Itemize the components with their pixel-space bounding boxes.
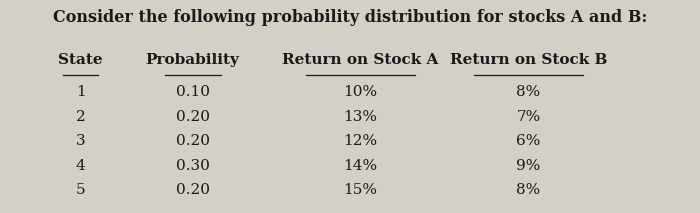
Text: Return on Stock A: Return on Stock A [282,53,439,67]
Text: Probability: Probability [146,53,239,67]
Text: 4: 4 [76,159,85,173]
Text: 6%: 6% [517,134,540,148]
Text: State: State [58,53,103,67]
Text: 9%: 9% [517,159,540,173]
Text: Return on Stock B: Return on Stock B [449,53,608,67]
Text: 5: 5 [76,183,85,197]
Text: 0.30: 0.30 [176,159,209,173]
Text: 8%: 8% [517,183,540,197]
Text: 14%: 14% [344,159,377,173]
Text: 0.10: 0.10 [176,85,209,99]
Text: 0.20: 0.20 [176,134,209,148]
Text: 7%: 7% [517,110,540,124]
Text: Consider the following probability distribution for stocks A and B:: Consider the following probability distr… [52,9,648,26]
Text: 10%: 10% [344,85,377,99]
Text: 2: 2 [76,110,85,124]
Text: 3: 3 [76,134,85,148]
Text: 13%: 13% [344,110,377,124]
Text: 0.20: 0.20 [176,110,209,124]
Text: 15%: 15% [344,183,377,197]
Text: 1: 1 [76,85,85,99]
Text: 8%: 8% [517,85,540,99]
Text: 12%: 12% [344,134,377,148]
Text: 0.20: 0.20 [176,183,209,197]
